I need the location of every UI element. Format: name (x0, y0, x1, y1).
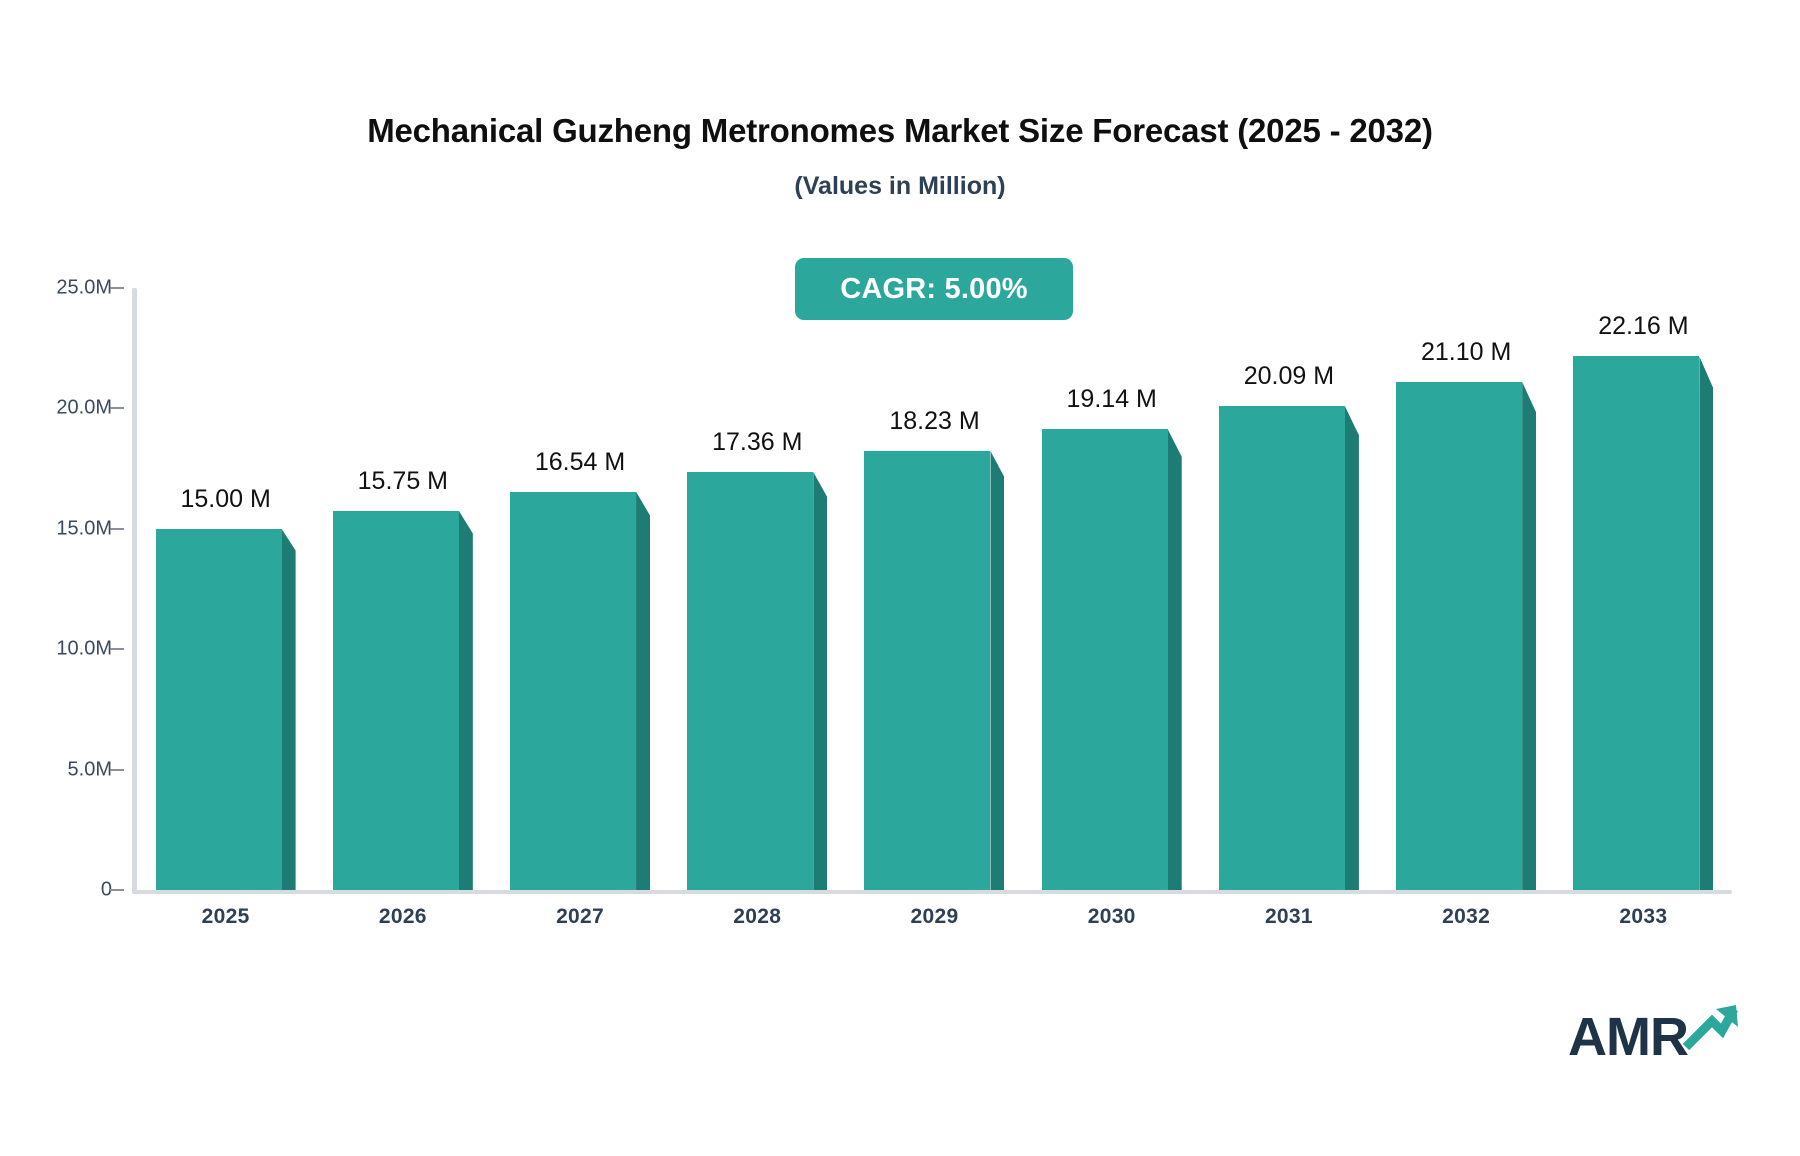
x-axis-category-label: 2025 (201, 905, 250, 928)
x-axis-category-label: 2029 (910, 905, 959, 928)
bar-side-shade (281, 528, 296, 890)
y-axis-tick-mark (110, 648, 124, 651)
bar-side-shade (813, 471, 828, 890)
bar-slot: 17.36 M (669, 290, 846, 890)
cagr-badge: CAGR: 5.00% (795, 258, 1073, 320)
bar-value-label: 16.54 M (534, 447, 626, 476)
page-subtitle: (Values in Million) (794, 172, 1006, 200)
bar-face (1396, 381, 1523, 890)
bar-face (1041, 429, 1168, 890)
y-axis-tick-mark (110, 287, 124, 289)
y-axis-tick-label: 5.0M (67, 758, 112, 781)
y-axis-tick-mark (110, 527, 124, 530)
bar-value-label: 21.10 M (1420, 337, 1512, 366)
x-axis-categories: 2025 2026 2027 2028 2029 2030 2031 2032 2033 (137, 905, 1732, 929)
bar-side-shade (990, 451, 1005, 890)
bar[interactable]: 15.75 M (332, 467, 473, 890)
bar-face (510, 491, 637, 890)
logo-text: AMR (1568, 1007, 1689, 1067)
bar-slot: 15.00 M (137, 290, 314, 890)
page-title: Mechanical Guzheng Metronomes Market Siz… (367, 112, 1433, 149)
bar-value-label: 19.14 M (1066, 385, 1157, 414)
bar-slot: 20.09 M (1200, 290, 1377, 890)
y-axis-tick-label: 0 (100, 878, 112, 901)
bar-slot: 16.54 M (491, 290, 668, 890)
bar-value-label: 15.00 M (180, 484, 271, 513)
y-axis-tick-mark (110, 889, 124, 891)
x-axis-category-label: 2030 (1087, 905, 1136, 928)
bar-face (1218, 406, 1345, 890)
bar-side-shade (458, 510, 473, 890)
bar-face (155, 528, 282, 890)
bar-face (1573, 356, 1700, 890)
bar-value-label: 22.16 M (1598, 312, 1689, 341)
x-axis-line (132, 890, 1732, 894)
bar[interactable]: 18.23 M (864, 407, 1005, 890)
bar-side-shade (636, 491, 651, 890)
bar-slot: 15.75 M (314, 290, 491, 890)
bar-side-shade (1522, 381, 1537, 890)
bar[interactable]: 20.09 M (1218, 362, 1359, 890)
bar[interactable]: 17.36 M (687, 428, 828, 890)
bar-face (332, 510, 459, 890)
bar-slot: 21.10 M (1378, 290, 1555, 890)
y-axis-tick-label: 20.0M (56, 396, 112, 419)
bar-value-label: 17.36 M (712, 427, 803, 456)
bar[interactable]: 19.14 M (1041, 385, 1182, 890)
bar-slot: 18.23 M (846, 290, 1023, 890)
bar[interactable]: 22.16 M (1573, 312, 1714, 890)
y-axis-tick-label: 25.0M (56, 276, 112, 299)
bar[interactable]: 16.54 M (510, 448, 651, 890)
bar-value-label: 15.75 M (357, 466, 448, 495)
plot-area: 25.0M 20.0M 15.0M 10.0M 5.0M 0 15.00 M 15.75 M… (56, 277, 1732, 901)
bar-face (864, 451, 991, 890)
cagr-badge-label: CAGR: 5.00% (840, 272, 1028, 305)
bar-value-label: 18.23 M (889, 407, 980, 436)
x-axis-category-label: 2031 (1264, 905, 1313, 928)
x-axis-category-label: 2032 (1442, 905, 1491, 928)
y-axis-tick-label: 10.0M (56, 637, 112, 660)
bar-side-shade (1699, 356, 1714, 890)
bar-slot: 19.14 M (1023, 290, 1200, 890)
bar-face (687, 471, 814, 890)
y-axis-line (132, 288, 137, 894)
bar[interactable]: 15.00 M (155, 485, 296, 890)
growth-arrow-icon (1682, 1003, 1738, 1058)
bar-side-shade (1344, 406, 1359, 890)
y-axis-tick-label: 15.0M (56, 517, 112, 540)
bar-slot: 22.16 M (1555, 290, 1732, 890)
x-axis-category-label: 2026 (378, 905, 427, 928)
bar-side-shade (1167, 429, 1182, 890)
amr-logo: AMR (1568, 1003, 1738, 1064)
y-axis-tick-mark (110, 407, 124, 410)
bar[interactable]: 21.10 M (1396, 338, 1537, 890)
x-axis-category-label: 2027 (556, 905, 604, 928)
x-axis-category-label: 2028 (733, 905, 782, 928)
bar-series: 15.00 M 15.75 M 16.54 M 17.36 M 18.23 M 19.14… (137, 290, 1732, 890)
bar-value-label: 20.09 M (1243, 362, 1335, 391)
x-axis-category-label: 2033 (1619, 905, 1668, 928)
y-axis-tick-mark (110, 768, 124, 771)
